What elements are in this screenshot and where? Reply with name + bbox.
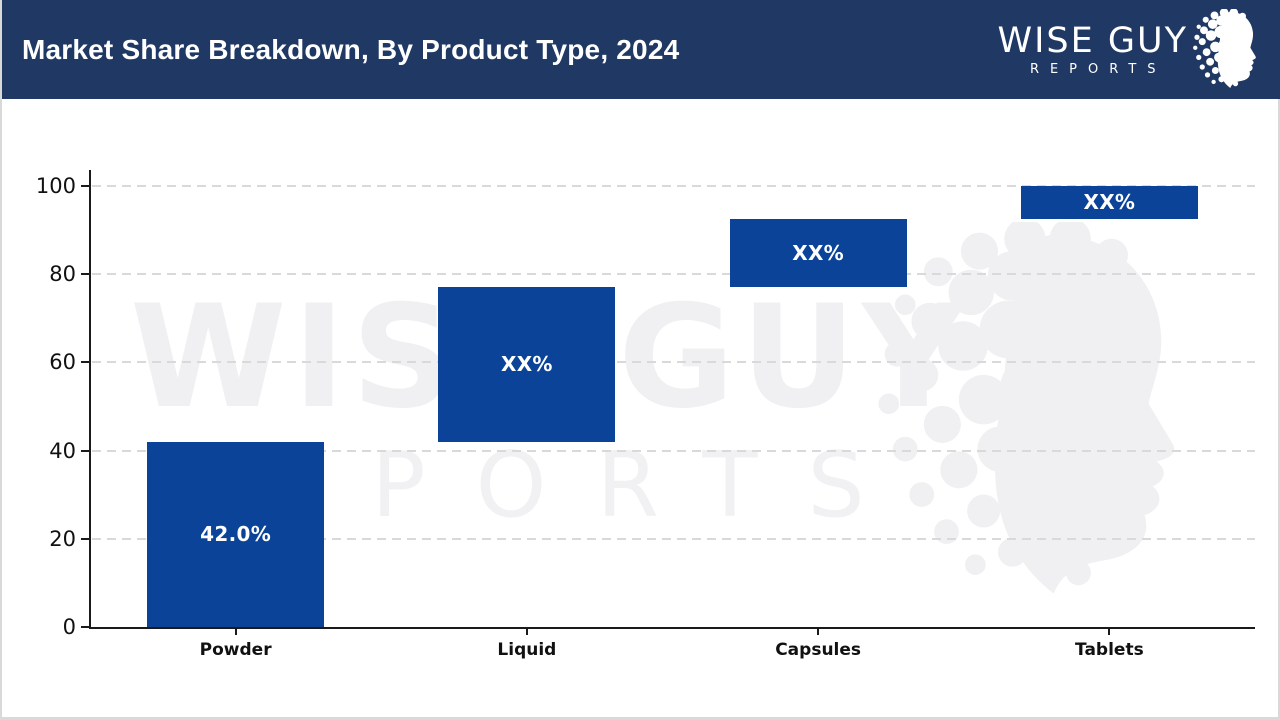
- y-tick-label-80: 80: [49, 262, 76, 287]
- y-tick-label-0: 0: [62, 615, 76, 639]
- y-tick-label-60: 60: [49, 350, 76, 375]
- x-tick-capsules: [817, 628, 820, 635]
- y-tick-0: [81, 626, 90, 628]
- y-tick-20: [81, 537, 90, 540]
- wiseguy-logo: WISE GUY REPORTS: [997, 9, 1260, 90]
- bar-value-label-tablets: XX%: [1083, 190, 1136, 215]
- y-tick-40: [81, 449, 90, 452]
- y-tick-80: [81, 273, 90, 276]
- logo-wiseguy-text: WISE GUY: [997, 20, 1188, 61]
- y-axis-line: [89, 170, 91, 629]
- y-tick-label-20: 20: [49, 526, 76, 551]
- bar-powder: 42.0%: [147, 441, 325, 627]
- y-tick-label-100: 100: [35, 174, 76, 198]
- x-tick-label-powder: Powder: [199, 640, 272, 660]
- bar-value-label-liquid: XX%: [500, 352, 553, 377]
- gridline-100: [92, 185, 1255, 187]
- x-tick-label-liquid: Liquid: [497, 640, 557, 660]
- y-tick-60: [81, 361, 90, 364]
- bar-capsules: XX%: [729, 218, 907, 287]
- gridline-20: [92, 537, 1255, 540]
- header-bar: Market Share Breakdown, By Product Type,…: [2, 0, 1280, 99]
- gridline-80: [92, 273, 1255, 276]
- wiseguy-logo-text: WISE GUY REPORTS: [997, 23, 1188, 77]
- bar-tablets: XX%: [1020, 186, 1198, 219]
- bar-value-label-capsules: XX%: [792, 240, 845, 265]
- x-tick-liquid: [525, 628, 528, 635]
- x-axis-line: [89, 627, 1255, 629]
- y-tick-label-40: 40: [49, 438, 76, 463]
- x-tick-powder: [234, 628, 237, 635]
- gridline-60: [92, 361, 1255, 364]
- bar-value-label-powder: 42.0%: [200, 522, 272, 547]
- x-tick-label-tablets: Tablets: [1075, 640, 1144, 660]
- logo-reports-text: REPORTS: [1029, 61, 1167, 77]
- gridline-40: [92, 449, 1255, 452]
- y-tick-100: [81, 185, 90, 187]
- page-title: Market Share Breakdown, By Product Type,…: [22, 33, 680, 65]
- bar-liquid: XX%: [438, 286, 616, 442]
- x-tick-label-capsules: Capsules: [775, 640, 862, 660]
- x-tick-tablets: [1108, 628, 1111, 635]
